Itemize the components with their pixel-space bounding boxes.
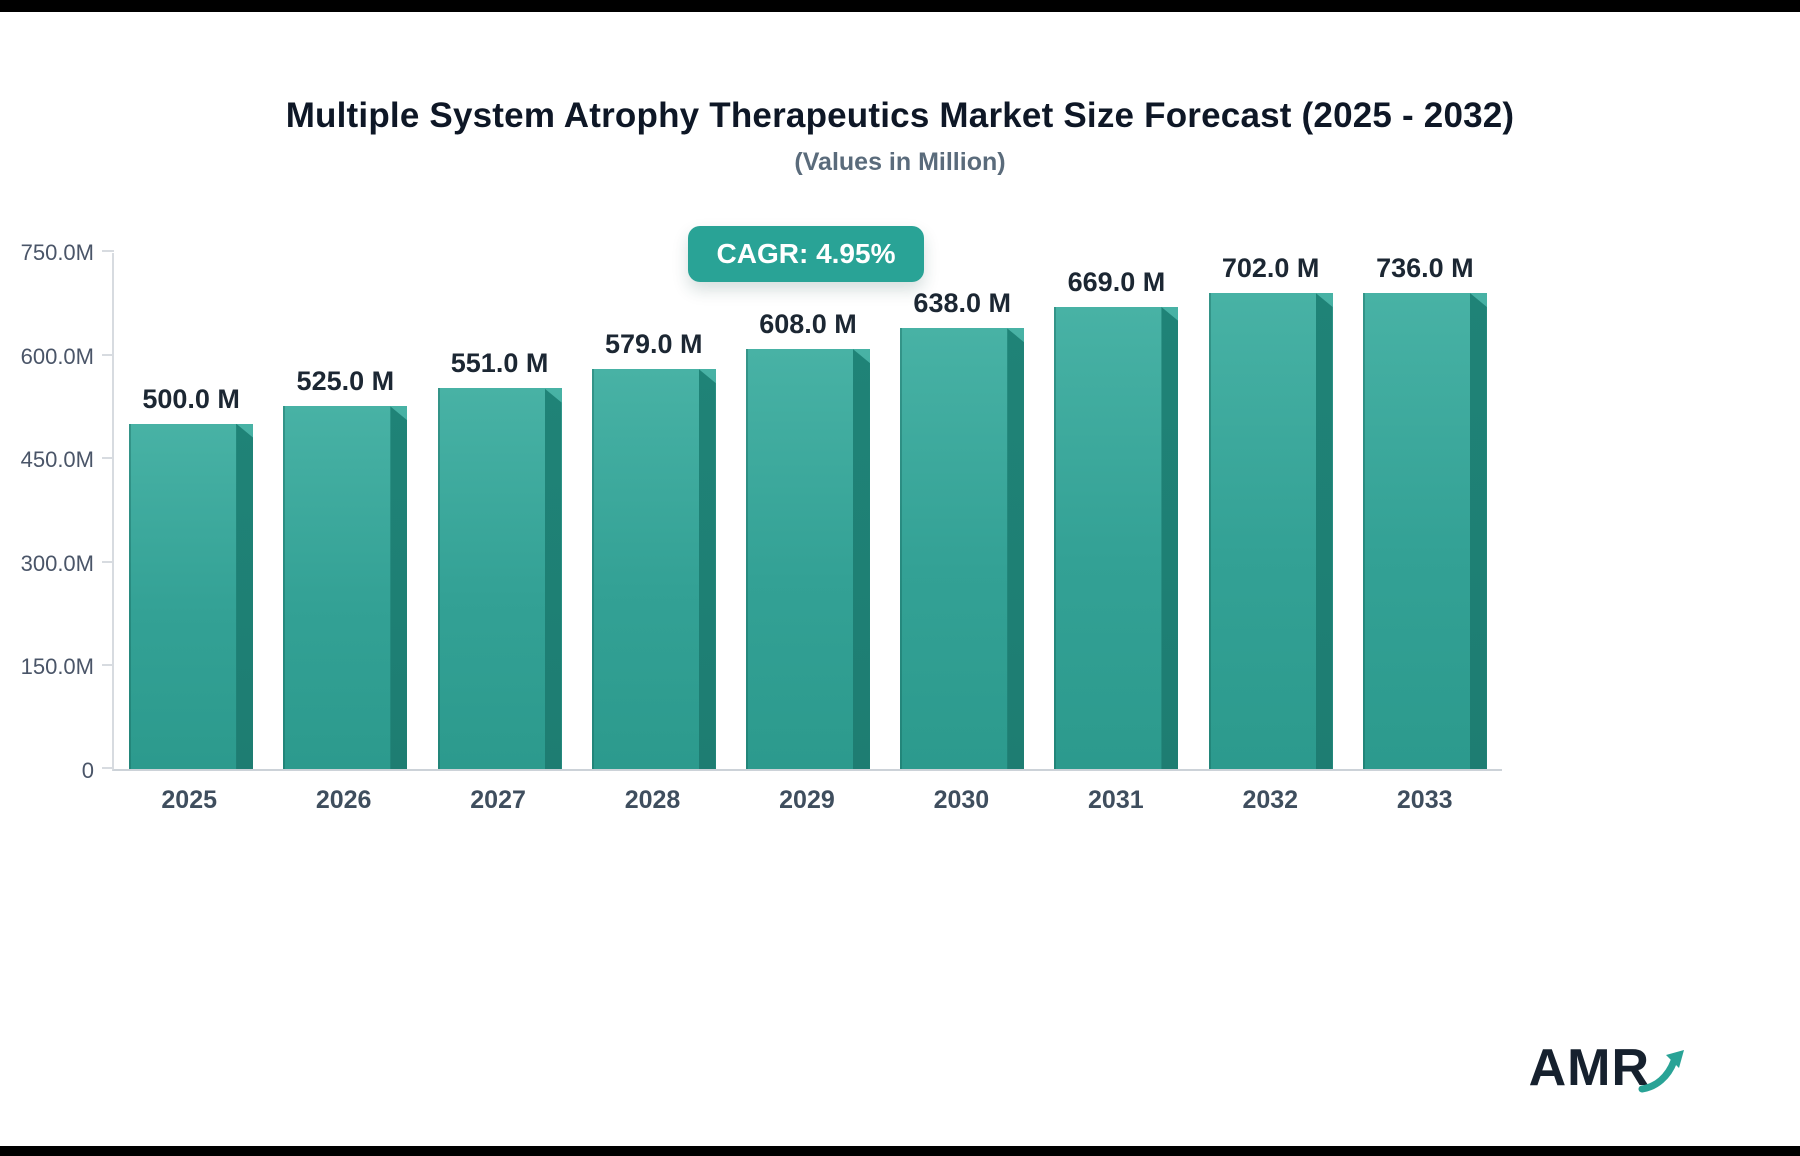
y-tick-label: 450.0M [20, 447, 94, 473]
x-tick-label: 2030 [933, 786, 990, 814]
bar [1054, 306, 1179, 769]
x-tick-label: 2025 [161, 786, 218, 814]
bar-value-label: 608.0 M [759, 309, 857, 340]
bar-value-label: 669.0 M [1067, 266, 1166, 297]
bar-slot: 551.0 M [422, 253, 576, 769]
bar-slot: 669.0 M [1039, 253, 1193, 769]
amr-logo: AMR [1529, 1038, 1688, 1098]
x-axis: 2025 2026 2027 2028 2029 2030 2031 2032 2033 [112, 786, 1502, 815]
bar [1208, 293, 1333, 769]
bar-slot: 500.0 M [114, 253, 268, 769]
bar [900, 328, 1025, 769]
bar-slot: 736.0 M [1348, 253, 1502, 769]
growth-arrow-icon [1638, 1050, 1684, 1093]
x-tick-label: 2029 [779, 786, 835, 814]
x-tick-label: 2033 [1396, 786, 1453, 814]
bar-value-label: 500.0 M [142, 383, 240, 414]
bar-value-label: 702.0 M [1221, 253, 1320, 283]
x-tick-label: 2031 [1088, 786, 1144, 814]
bar-slot: 579.0 M [577, 253, 731, 769]
cagr-badge: CAGR: 4.95% [688, 226, 924, 282]
y-tick-label: 0 [81, 758, 94, 783]
bar-value-label: 551.0 M [450, 348, 549, 379]
amr-logo-text: AMR [1528, 1039, 1650, 1097]
bar [591, 369, 716, 769]
bar-slot: 638.0 M [885, 253, 1039, 769]
x-tick-label: 2027 [470, 786, 526, 814]
y-tick-mark [102, 664, 114, 667]
bar [1362, 293, 1487, 769]
chart-subtitle: (Values in Million) [794, 148, 1006, 176]
bottom-border-strip [0, 1146, 1800, 1156]
bar [745, 349, 870, 769]
x-tick-label: 2026 [315, 786, 372, 814]
bar-slot: 702.0 M [1194, 253, 1348, 769]
y-tick-mark [102, 250, 114, 252]
x-tick-label: 2028 [624, 786, 681, 814]
y-tick-label: 750.0M [20, 240, 94, 265]
y-tick-mark [102, 767, 114, 769]
y-tick-label: 300.0M [20, 550, 94, 576]
x-tick-label: 2032 [1242, 786, 1299, 814]
bar-value-label: 638.0 M [913, 288, 1011, 319]
y-axis: 750.0M 600.0M 450.0M 300.0M 150.0M 0 [0, 240, 112, 783]
top-border-strip [0, 0, 1800, 12]
bar-slot: 608.0 M [731, 253, 885, 769]
bar-value-label: 579.0 M [604, 329, 703, 360]
y-tick-label: 600.0M [20, 343, 94, 369]
bar-value-label: 736.0 M [1376, 253, 1474, 283]
y-tick-mark [102, 457, 114, 460]
y-tick-label: 150.0M [20, 654, 94, 680]
chart-title: Multiple System Atrophy Therapeutics Mar… [285, 96, 1515, 135]
plot-area: 500.0 M 525.0 M 551.0 M 579.0 M 608.0 M 638.0… [102, 250, 1502, 771]
bar [129, 423, 254, 769]
bar-slot: 525.0 M [268, 253, 422, 769]
bar [437, 388, 562, 769]
y-tick-mark [102, 560, 114, 563]
bar [283, 406, 408, 769]
y-tick-mark [102, 353, 114, 356]
bar-value-label: 525.0 M [296, 366, 395, 397]
